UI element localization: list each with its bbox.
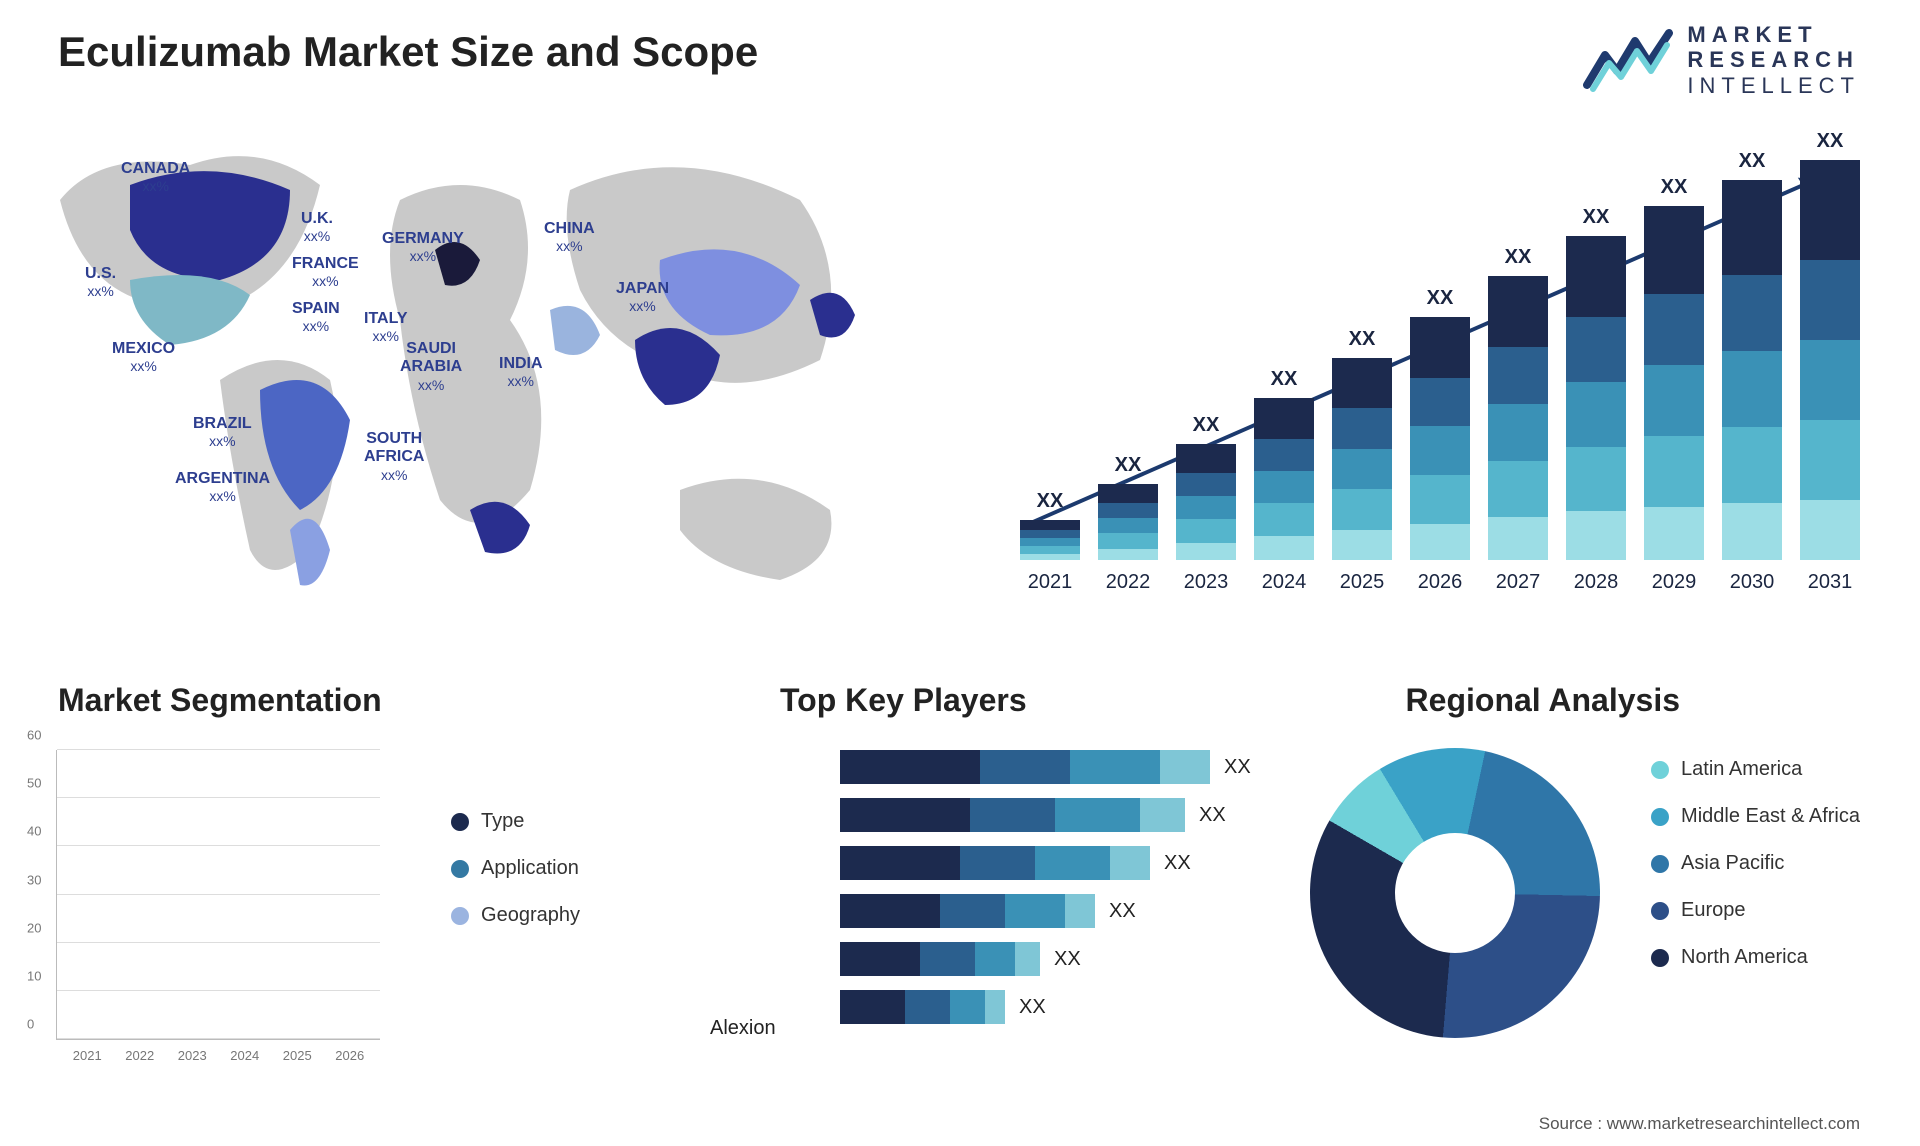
player-bar-row: XX [840,990,1046,1024]
bar-year-label: 2030 [1722,571,1782,594]
bar-value-label: XX [1800,130,1860,153]
key-players-axis-label: Alexion [710,1017,776,1040]
bar-year-label: 2028 [1566,571,1626,594]
map-label: BRAZILxx% [193,415,252,452]
bar-value-label: XX [1566,206,1626,229]
legend-item: North America [1651,946,1860,969]
y-axis-label: 0 [27,1017,34,1032]
map-label: SOUTHAFRICAxx% [364,430,424,485]
bar-value-label: XX [1254,368,1314,391]
player-bar-row: XX [840,894,1136,928]
main-bar: XX2023 [1176,444,1236,560]
key-players-title: Top Key Players [780,682,1027,719]
bar-value-label: XX [1644,176,1704,199]
legend-item: Application [451,857,580,880]
segmentation-legend: Type Application Geography [451,810,580,951]
player-bar-row: XX [840,846,1191,880]
bar-year-label: 2022 [1098,571,1158,594]
bar-value-label: XX [1332,328,1392,351]
main-bar: XX2030 [1722,180,1782,560]
logo-mark-icon [1583,27,1673,93]
main-bar: XX2026 [1410,317,1470,560]
brand-logo: MARKET RESEARCH INTELLECT [1583,22,1860,98]
segmentation-chart: 202120222023202420252026 0102030405060 T… [20,740,580,1070]
segmentation-year-label: 2021 [69,1048,106,1063]
world-map: CANADAxx% U.S.xx% MEXICOxx% BRAZILxx% ARGENT… [40,130,940,630]
bar-year-label: 2026 [1410,571,1470,594]
main-bar: XX2028 [1566,236,1626,560]
logo-text-3: INTELLECT [1687,73,1860,98]
player-bar-value: XX [1109,900,1136,923]
map-label: FRANCExx% [292,255,359,292]
main-bar: XX2029 [1644,206,1704,560]
player-bar-value: XX [1199,804,1226,827]
player-bar-row: XX [840,750,1251,784]
main-bar: XX2024 [1254,398,1314,560]
y-axis-label: 60 [27,728,41,743]
main-bar: XX2021 [1020,520,1080,560]
map-label: INDIAxx% [499,355,543,392]
legend-item: Latin America [1651,758,1860,781]
bar-year-label: 2029 [1644,571,1704,594]
map-label: ARGENTINAxx% [175,470,270,507]
legend-item: Type [451,810,580,833]
regional-legend: Latin America Middle East & Africa Asia Pa… [1651,758,1860,993]
y-axis-label: 10 [27,968,41,983]
logo-text-1: MARKET [1687,22,1860,47]
logo-text-2: RESEARCH [1687,47,1860,72]
player-bar-value: XX [1164,852,1191,875]
segmentation-title: Market Segmentation [58,682,382,719]
bar-value-label: XX [1098,454,1158,477]
segmentation-year-label: 2022 [122,1048,159,1063]
segmentation-year-label: 2023 [174,1048,211,1063]
legend-item: Geography [451,904,580,927]
page-title: Eculizumab Market Size and Scope [58,28,758,76]
source-text: Source : www.marketresearchintellect.com [1539,1114,1860,1134]
bar-year-label: 2031 [1800,571,1860,594]
player-bar-value: XX [1054,948,1081,971]
regional-title: Regional Analysis [1406,682,1680,719]
bar-value-label: XX [1410,287,1470,310]
map-label: GERMANYxx% [382,230,464,267]
bar-year-label: 2021 [1020,571,1080,594]
map-label: JAPANxx% [616,280,669,317]
player-bar-value: XX [1224,756,1251,779]
player-bar-value: XX [1019,996,1046,1019]
map-label: SAUDIARABIAxx% [400,340,462,395]
map-label: U.K.xx% [301,210,333,247]
map-label: U.S.xx% [85,265,116,302]
bar-value-label: XX [1020,490,1080,513]
world-map-shapes-icon [40,130,940,630]
segmentation-year-label: 2024 [227,1048,264,1063]
player-bar-row: XX [840,942,1081,976]
main-bar: XX2022 [1098,484,1158,560]
player-bar-row: XX [840,798,1226,832]
map-label: MEXICOxx% [112,340,175,377]
regional-analysis-chart: Latin America Middle East & Africa Asia Pa… [1300,738,1860,1068]
bar-year-label: 2023 [1176,571,1236,594]
bar-year-label: 2025 [1332,571,1392,594]
legend-item: Asia Pacific [1651,852,1860,875]
segmentation-year-label: 2025 [279,1048,316,1063]
bar-year-label: 2027 [1488,571,1548,594]
bar-value-label: XX [1488,246,1548,269]
key-players-chart: Alexion XXXXXXXXXXXX [780,750,1240,1060]
main-bar: XX2027 [1488,276,1548,560]
legend-item: Middle East & Africa [1651,805,1860,828]
main-bar: XX2031 [1800,160,1860,560]
bar-value-label: XX [1176,414,1236,437]
y-axis-label: 30 [27,872,41,887]
segmentation-year-label: 2026 [332,1048,369,1063]
y-axis-label: 40 [27,824,41,839]
y-axis-label: 20 [27,920,41,935]
y-axis-label: 50 [27,776,41,791]
bar-year-label: 2024 [1254,571,1314,594]
market-size-bar-chart: XX2021XX2022XX2023XX2024XX2025XX2026XX20… [1020,160,1860,600]
main-bar: XX2025 [1332,358,1392,561]
bar-value-label: XX [1722,150,1782,173]
map-label: CHINAxx% [544,220,595,257]
map-label: SPAINxx% [292,300,340,337]
map-label: CANADAxx% [121,160,190,197]
legend-item: Europe [1651,899,1860,922]
